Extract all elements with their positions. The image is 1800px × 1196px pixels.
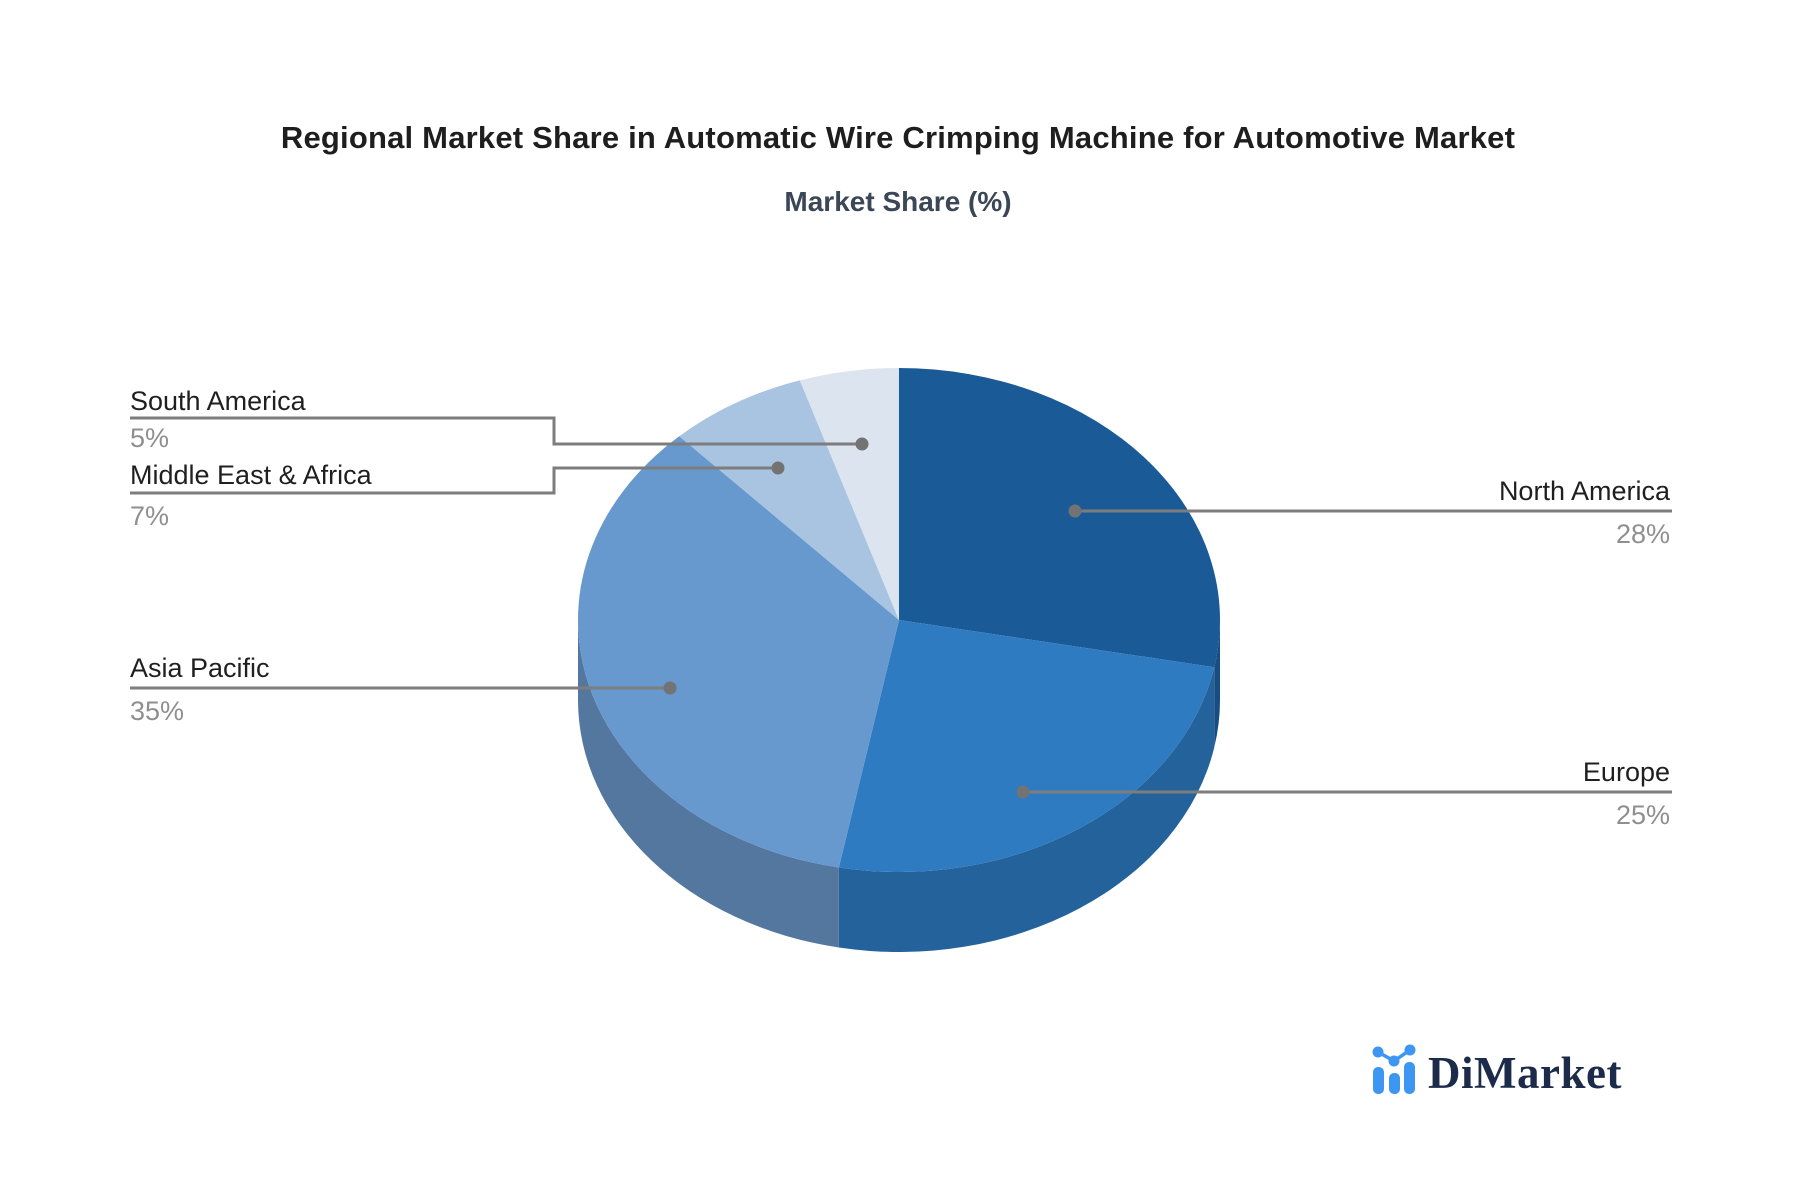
- chart-subtitle: Market Share (%): [784, 186, 1012, 217]
- pie-slice-europe[interactable]: [838, 620, 1215, 873]
- callout-line-south-america: [130, 416, 862, 446]
- slice-value-north-america: 28%: [1616, 519, 1670, 549]
- slice-label-europe: Europe: [1583, 757, 1670, 787]
- slice-label-asia-pacific: Asia Pacific: [130, 653, 270, 683]
- slice-value-europe: 25%: [1616, 800, 1670, 830]
- slice-label-middle-east-africa: Middle East & Africa: [130, 460, 373, 490]
- callout-dot-south-america: [855, 437, 869, 451]
- callout-dot-europe: [1016, 785, 1030, 799]
- pie-slice-side-europe: [838, 667, 1215, 953]
- slice-value-middle-east-africa: 7%: [130, 501, 169, 531]
- pie-slice-side-north-america: [1214, 620, 1220, 748]
- callout-line-middle-east-africa: [130, 466, 778, 495]
- pie-slice-middle-east-africa[interactable]: [679, 380, 899, 620]
- callout-dot-asia-pacific: [663, 681, 677, 695]
- slice-value-asia-pacific: 35%: [130, 696, 184, 726]
- callout-dot-north-america: [1068, 504, 1082, 518]
- slice-label-north-america: North America: [1499, 476, 1671, 506]
- slice-label-south-america: South America: [130, 386, 307, 416]
- pie-slice-south-america[interactable]: [799, 368, 899, 620]
- pie-slice-side-asia-pacific: [578, 620, 839, 948]
- slice-value-south-america: 5%: [130, 423, 169, 453]
- bar-chart-trend-icon: [1372, 1044, 1416, 1094]
- logo[interactable]: DiMarket: [1364, 1038, 1622, 1098]
- logo-text: DiMarket: [1428, 1048, 1622, 1098]
- pie-slice-asia-pacific[interactable]: [577, 436, 899, 868]
- chart-title: Regional Market Share in Automatic Wire …: [280, 120, 1516, 155]
- pie-slice-north-america[interactable]: [899, 368, 1220, 668]
- callout-dot-middle-east-africa: [771, 461, 785, 475]
